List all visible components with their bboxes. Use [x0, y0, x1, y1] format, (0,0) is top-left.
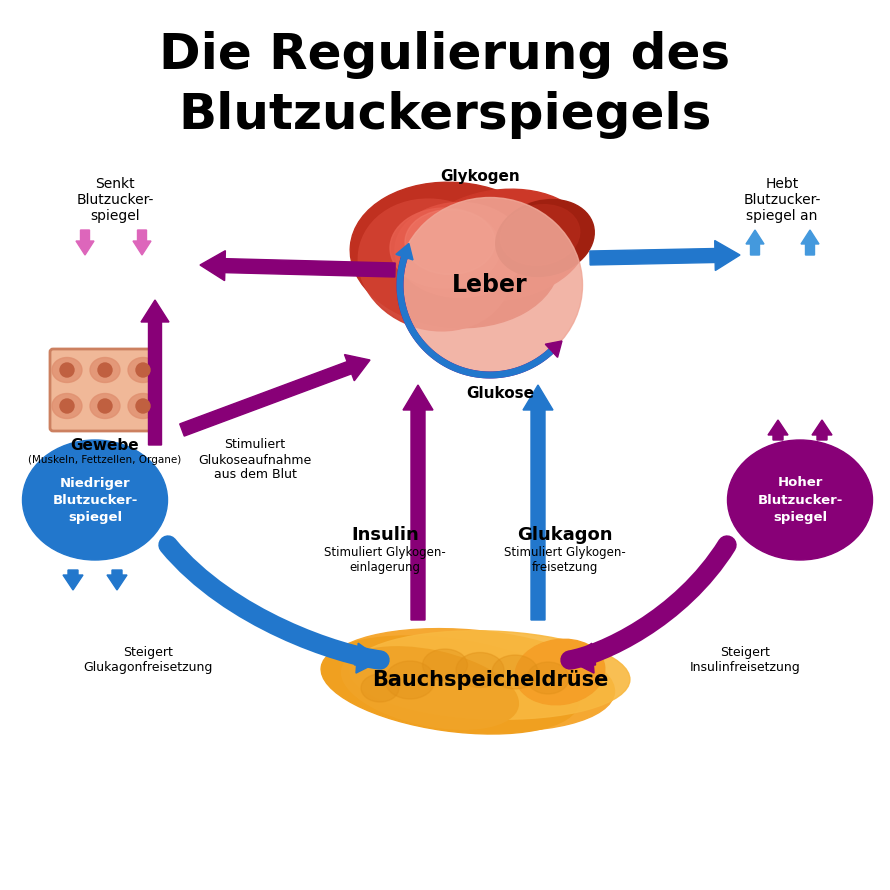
FancyArrow shape — [396, 244, 413, 260]
Ellipse shape — [515, 639, 605, 705]
FancyArrow shape — [63, 570, 83, 590]
Text: Stimuliert Glykogen-
einlagerung: Stimuliert Glykogen- einlagerung — [324, 546, 446, 574]
Ellipse shape — [500, 205, 579, 265]
Circle shape — [60, 399, 74, 413]
FancyArrow shape — [812, 420, 832, 440]
Circle shape — [60, 363, 74, 377]
Text: Stimuliert Glykogen-
freisetzung: Stimuliert Glykogen- freisetzung — [504, 546, 626, 574]
Text: Hebt
Blutzucker-
spiegel an: Hebt Blutzucker- spiegel an — [743, 177, 821, 223]
Ellipse shape — [395, 203, 525, 297]
Ellipse shape — [398, 198, 582, 373]
Text: Glykogen: Glykogen — [441, 169, 520, 184]
Circle shape — [136, 363, 150, 377]
Ellipse shape — [496, 199, 595, 277]
FancyArrow shape — [354, 643, 382, 673]
Text: Steigert
Insulinfreisetzung: Steigert Insulinfreisetzung — [690, 646, 800, 674]
Ellipse shape — [456, 652, 504, 687]
FancyBboxPatch shape — [50, 349, 160, 431]
Text: Glukose: Glukose — [466, 385, 534, 400]
Ellipse shape — [405, 209, 495, 274]
Text: Blutzuckerspiegels: Blutzuckerspiegels — [178, 91, 712, 139]
Text: Senkt
Blutzucker-
spiegel: Senkt Blutzucker- spiegel — [77, 177, 154, 223]
FancyArrow shape — [141, 300, 169, 445]
FancyArrow shape — [200, 251, 395, 280]
Text: Hoher
Blutzucker-
spiegel: Hoher Blutzucker- spiegel — [757, 476, 843, 523]
Ellipse shape — [52, 393, 82, 418]
Ellipse shape — [350, 182, 560, 328]
FancyArrow shape — [180, 354, 370, 436]
Circle shape — [98, 363, 112, 377]
Ellipse shape — [423, 649, 467, 681]
FancyArrow shape — [523, 385, 553, 620]
FancyArrow shape — [590, 240, 740, 271]
Ellipse shape — [359, 199, 512, 331]
Ellipse shape — [727, 440, 872, 560]
Text: Insulin: Insulin — [352, 526, 419, 544]
FancyArrow shape — [133, 230, 151, 255]
Text: Gewebe: Gewebe — [70, 438, 140, 452]
FancyArrow shape — [107, 570, 127, 590]
FancyArrow shape — [768, 420, 788, 440]
Ellipse shape — [90, 393, 120, 418]
Ellipse shape — [321, 636, 578, 734]
FancyArrow shape — [746, 230, 764, 255]
Text: (Muskeln, Fettzellen, Organe): (Muskeln, Fettzellen, Organe) — [28, 455, 182, 465]
Text: Niedriger
Blutzucker-
spiegel: Niedriger Blutzucker- spiegel — [53, 476, 138, 523]
Ellipse shape — [326, 628, 614, 732]
Text: Stimuliert
Glukoseaufnahme
aus dem Blut: Stimuliert Glukoseaufnahme aus dem Blut — [198, 439, 312, 481]
Text: Glukagon: Glukagon — [517, 526, 612, 544]
Ellipse shape — [52, 358, 82, 383]
Ellipse shape — [413, 190, 587, 301]
Ellipse shape — [128, 358, 158, 383]
Circle shape — [136, 399, 150, 413]
Text: Bauchspeicheldrüse: Bauchspeicheldrüse — [372, 670, 608, 690]
Ellipse shape — [527, 662, 569, 694]
FancyArrow shape — [801, 230, 819, 255]
Ellipse shape — [342, 647, 518, 729]
FancyArrow shape — [403, 385, 433, 620]
Text: Die Regulierung des: Die Regulierung des — [159, 31, 731, 79]
FancyArrow shape — [568, 643, 595, 673]
Ellipse shape — [385, 661, 435, 699]
FancyArrow shape — [76, 230, 94, 255]
Ellipse shape — [22, 440, 167, 560]
Ellipse shape — [350, 631, 630, 719]
Ellipse shape — [90, 358, 120, 383]
Ellipse shape — [361, 674, 399, 702]
Ellipse shape — [390, 208, 500, 288]
Text: Steigert
Glukagonfreisetzung: Steigert Glukagonfreisetzung — [84, 646, 213, 674]
Ellipse shape — [492, 655, 538, 689]
Text: Leber: Leber — [452, 273, 528, 297]
Circle shape — [98, 399, 112, 413]
FancyArrow shape — [546, 341, 562, 358]
Ellipse shape — [128, 393, 158, 418]
